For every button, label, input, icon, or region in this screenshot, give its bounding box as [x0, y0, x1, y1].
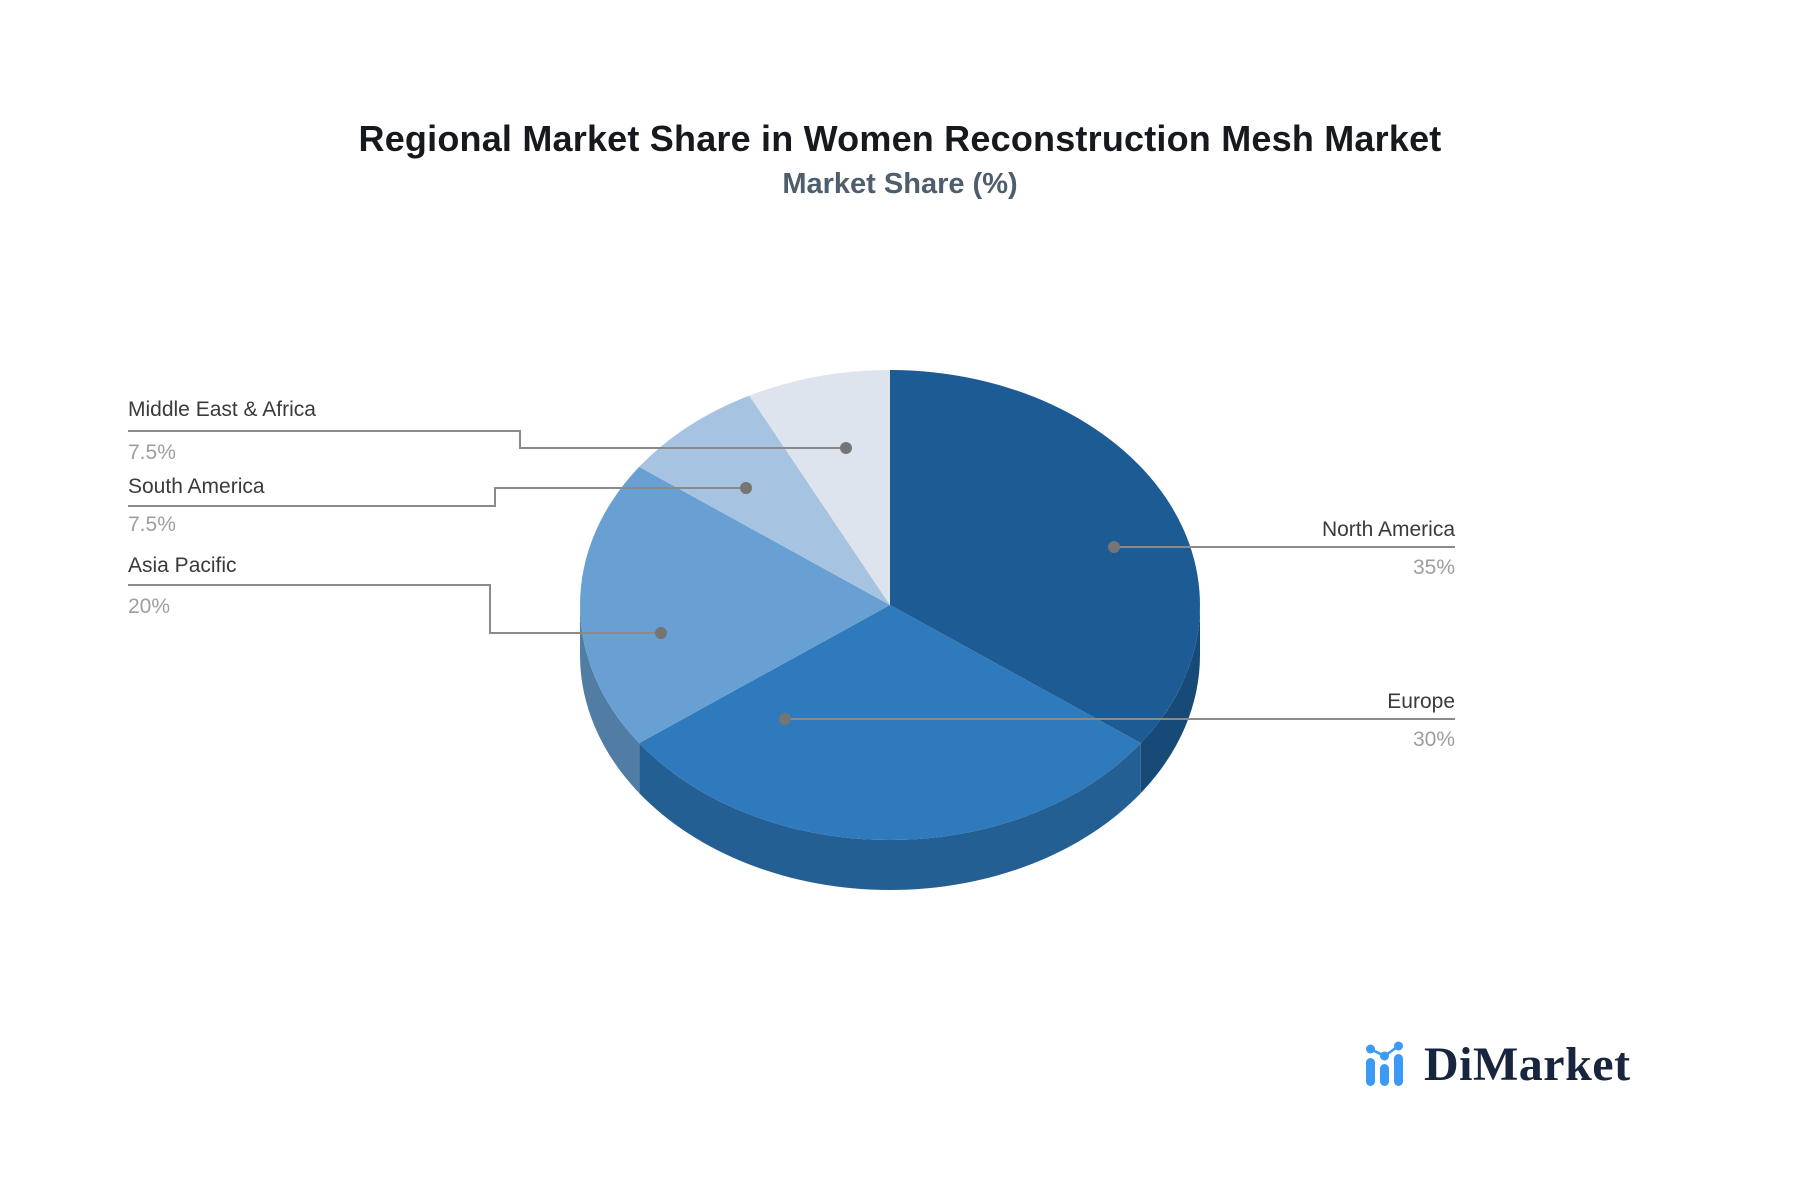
brand-logo-text: DiMarket: [1424, 1038, 1631, 1091]
chart-title: Regional Market Share in Women Reconstru…: [358, 118, 1442, 159]
pie-slice-middle-east-africa[interactable]: [749, 370, 890, 605]
leader-lines: [128, 430, 1455, 725]
slice-value-asia-pacific: 20%: [128, 595, 171, 618]
brand-logo: DiMarket: [1364, 1040, 1631, 1090]
leader-dot-middle-east-africa: [840, 442, 852, 454]
pie-slice-side-north-america: [1140, 605, 1200, 794]
pie-slice-north-america[interactable]: [890, 370, 1200, 744]
pie-slice-side-asia-pacific: [580, 605, 640, 794]
bar-chart-logo-icon: [1366, 1041, 1403, 1086]
leader-line-asia-pacific: [128, 584, 661, 634]
slice-value-middle-east-africa: 7.5%: [128, 441, 176, 464]
leader-dot-north-america: [1108, 541, 1120, 553]
slice-value-europe: 30%: [1412, 728, 1455, 751]
leader-line-middle-east-africa: [128, 430, 846, 449]
slice-value-north-america: 35%: [1412, 556, 1455, 579]
pie-slice-asia-pacific[interactable]: [580, 466, 890, 744]
slice-label-north-america: North America: [1321, 518, 1455, 541]
leader-dot-south-america: [740, 482, 752, 494]
leader-dot-asia-pacific: [655, 627, 667, 639]
slice-label-south-america: South America: [128, 475, 265, 498]
slice-label-europe: Europe: [1387, 690, 1455, 713]
chart-subtitle: Market Share (%): [782, 168, 1018, 200]
pie-slice-side-europe: [639, 743, 1141, 890]
slice-label-middle-east-africa: Middle East & Africa: [128, 398, 316, 421]
slice-value-south-america: 7.5%: [128, 513, 176, 536]
leader-line-south-america: [128, 487, 746, 507]
pie-slice-europe[interactable]: [639, 605, 1141, 840]
slice-label-asia-pacific: Asia Pacific: [128, 554, 237, 577]
leader-dot-europe: [779, 713, 791, 725]
